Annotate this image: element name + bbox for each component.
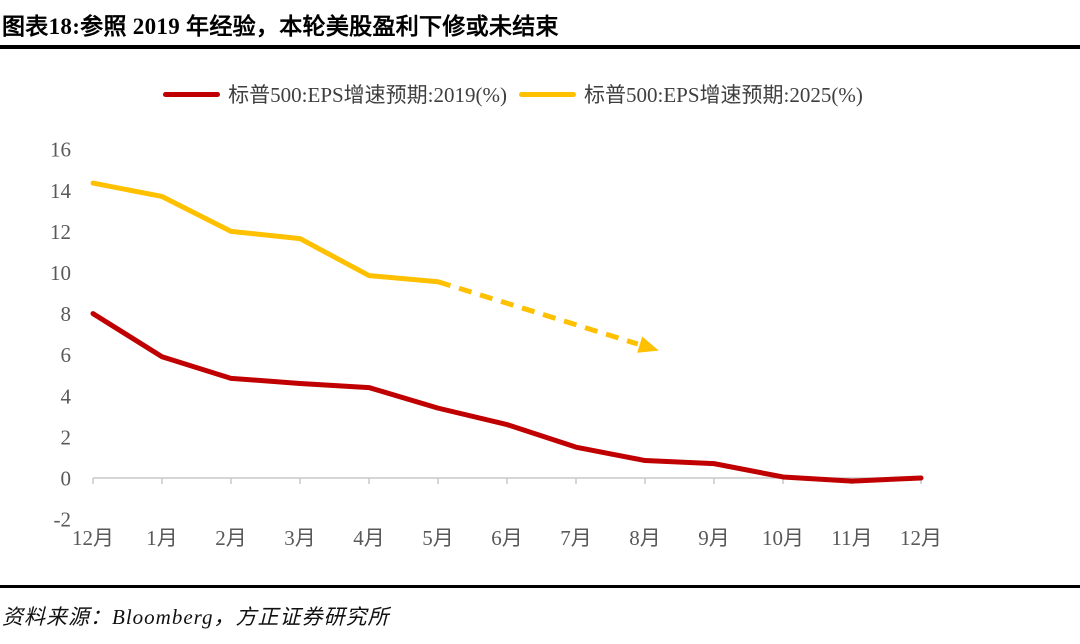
projection-arrowhead-icon: [637, 336, 659, 353]
x-tick-label: 6月: [491, 526, 523, 550]
legend-item-2019: 标普500:EPS增速预期:2019(%): [163, 79, 507, 109]
x-tick-label: 3月: [284, 526, 316, 550]
chart-title: 图表18:参照 2019 年经验，本轮美股盈利下修或未结束: [2, 14, 559, 39]
series-2019-line: [90, 311, 924, 484]
x-tick-label: 10月: [762, 526, 804, 550]
x-tick-label: 11月: [831, 526, 872, 550]
y-tick-label: 12: [50, 220, 71, 244]
x-tick-label: 7月: [560, 526, 592, 550]
x-tick-label: 12月: [900, 526, 942, 550]
x-axis-labels: 12月 1月 2月 3月 4月 5月 6月 7月 8月 9月 10月 11月 12月: [72, 526, 942, 550]
x-tick-label: 9月: [698, 526, 730, 550]
x-tick-label: 2月: [215, 526, 247, 550]
x-tick-label: 5月: [422, 526, 454, 550]
legend-line-swatch-2025: [519, 91, 576, 97]
x-tick-label: 8月: [629, 526, 661, 550]
y-tick-label: 16: [50, 138, 71, 162]
legend-line-swatch-2019: [163, 91, 221, 97]
y-tick-label: 0: [61, 467, 72, 491]
title-divider: [0, 45, 1080, 49]
y-axis-labels: 16 14 12 10 8 6 4 2 0 -2: [50, 138, 72, 532]
legend-label-2019: 标普500:EPS增速预期:2019(%): [228, 83, 507, 107]
y-tick-label: 6: [61, 343, 72, 367]
projection-dashed-line: [437, 279, 639, 347]
y-tick-label: 14: [50, 179, 72, 203]
y-tick-label: 4: [61, 384, 72, 408]
y-tick-label: -2: [54, 508, 72, 532]
x-tick-label: 4月: [353, 526, 385, 550]
chart-legend: 标普500:EPS增速预期:2019(%) 标普500:EPS增速预期:2025…: [0, 80, 1026, 108]
legend-item-2025: 标普500:EPS增速预期:2025(%): [519, 79, 863, 109]
source-note: 资料来源：Bloomberg，方正证券研究所: [2, 605, 390, 629]
footer-divider: [0, 585, 1080, 588]
y-tick-label: 10: [50, 261, 71, 285]
legend-label-2025: 标普500:EPS增速预期:2025(%): [584, 83, 863, 107]
x-tick-label: 1月: [146, 526, 178, 550]
y-tick-label: 2: [61, 425, 72, 449]
x-tick-label: 12月: [72, 526, 114, 550]
y-tick-label: 8: [61, 302, 72, 326]
series-2025-line: [90, 180, 441, 285]
